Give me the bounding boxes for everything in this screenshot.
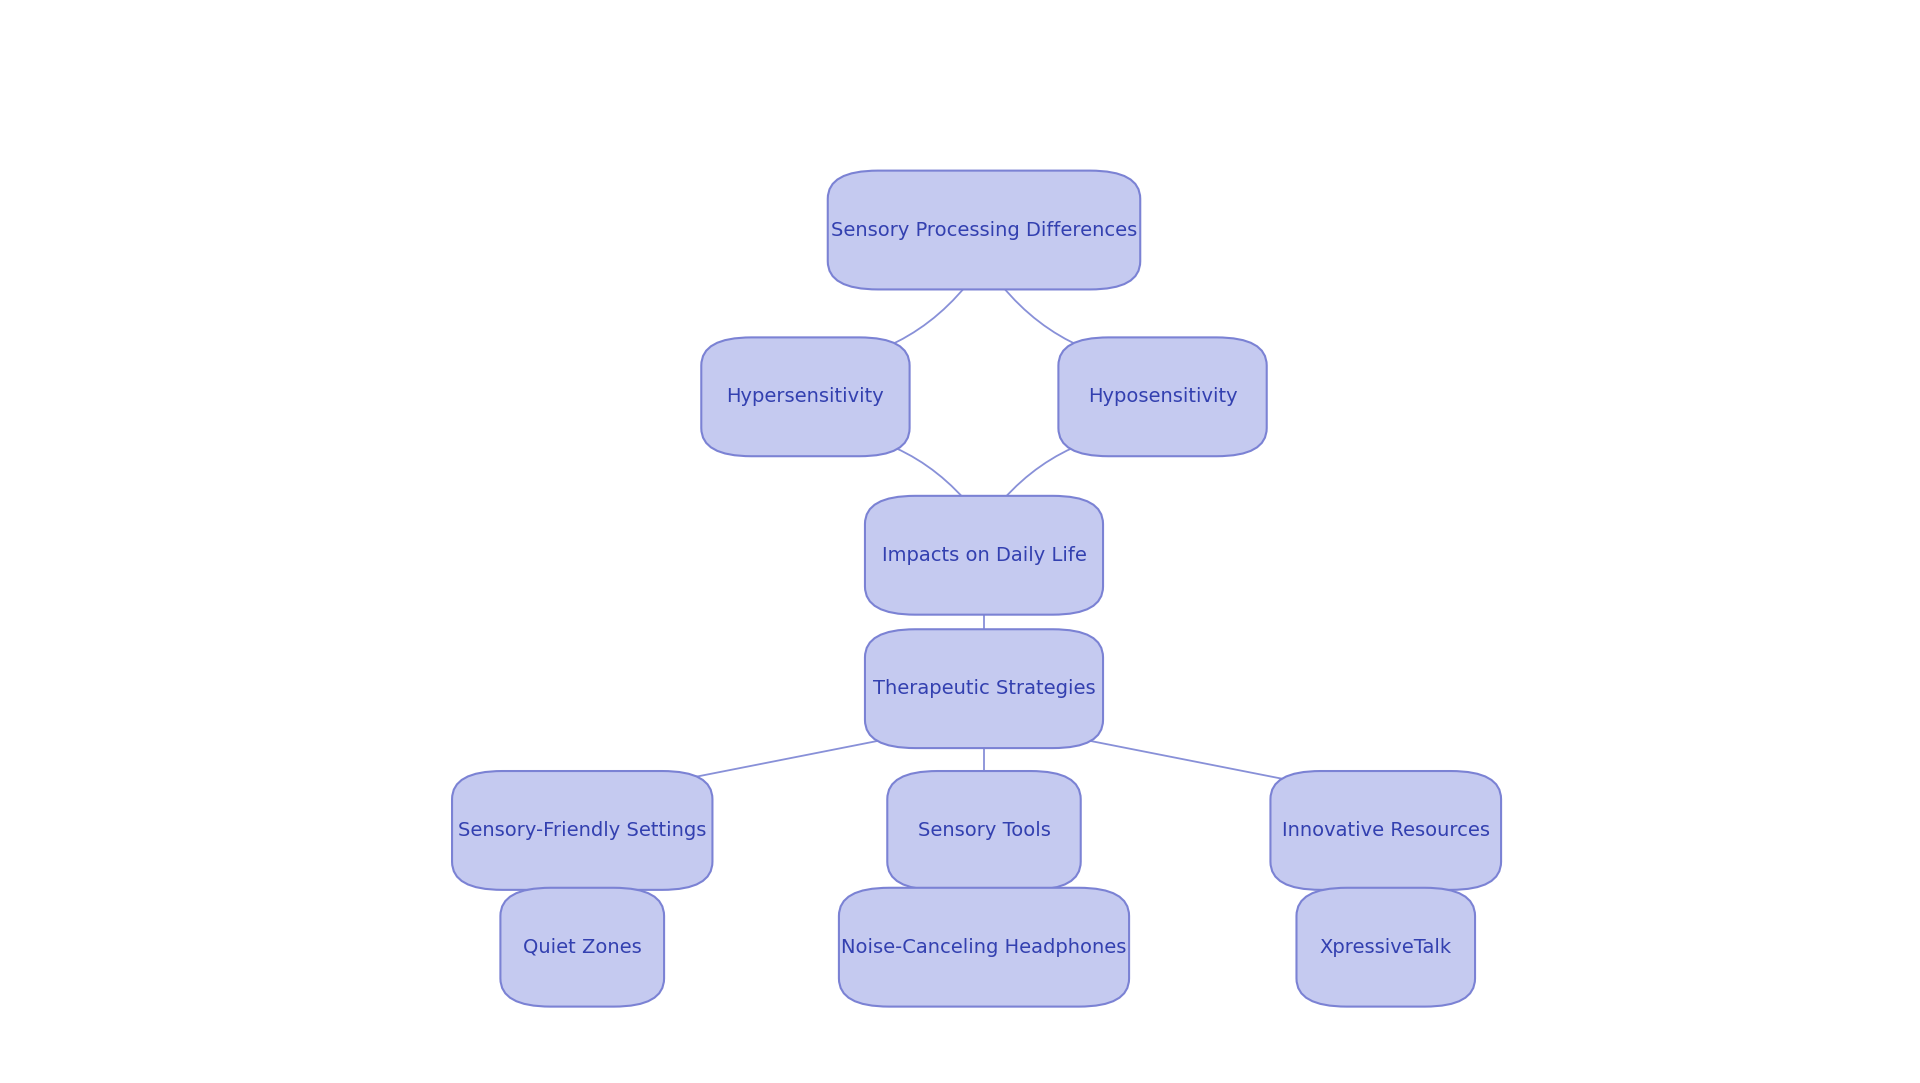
Text: Quiet Zones: Quiet Zones xyxy=(522,938,641,956)
Text: Hypersensitivity: Hypersensitivity xyxy=(726,388,885,406)
FancyBboxPatch shape xyxy=(701,338,910,456)
FancyBboxPatch shape xyxy=(501,888,664,1006)
FancyBboxPatch shape xyxy=(839,888,1129,1006)
Text: Impacts on Daily Life: Impacts on Daily Life xyxy=(881,546,1087,564)
Text: XpressiveTalk: XpressiveTalk xyxy=(1319,938,1452,956)
Text: Sensory-Friendly Settings: Sensory-Friendly Settings xyxy=(459,821,707,840)
FancyBboxPatch shape xyxy=(451,771,712,890)
Text: Hyposensitivity: Hyposensitivity xyxy=(1089,388,1236,406)
FancyBboxPatch shape xyxy=(887,771,1081,890)
Text: Innovative Resources: Innovative Resources xyxy=(1283,821,1490,840)
FancyBboxPatch shape xyxy=(828,171,1140,289)
FancyBboxPatch shape xyxy=(864,629,1102,748)
FancyBboxPatch shape xyxy=(864,496,1102,615)
FancyBboxPatch shape xyxy=(1271,771,1501,890)
FancyBboxPatch shape xyxy=(1058,338,1267,456)
Text: Noise-Canceling Headphones: Noise-Canceling Headphones xyxy=(841,938,1127,956)
Text: Sensory Processing Differences: Sensory Processing Differences xyxy=(831,221,1137,239)
Text: Therapeutic Strategies: Therapeutic Strategies xyxy=(874,679,1094,699)
Text: Sensory Tools: Sensory Tools xyxy=(918,821,1050,840)
FancyBboxPatch shape xyxy=(1296,888,1475,1006)
